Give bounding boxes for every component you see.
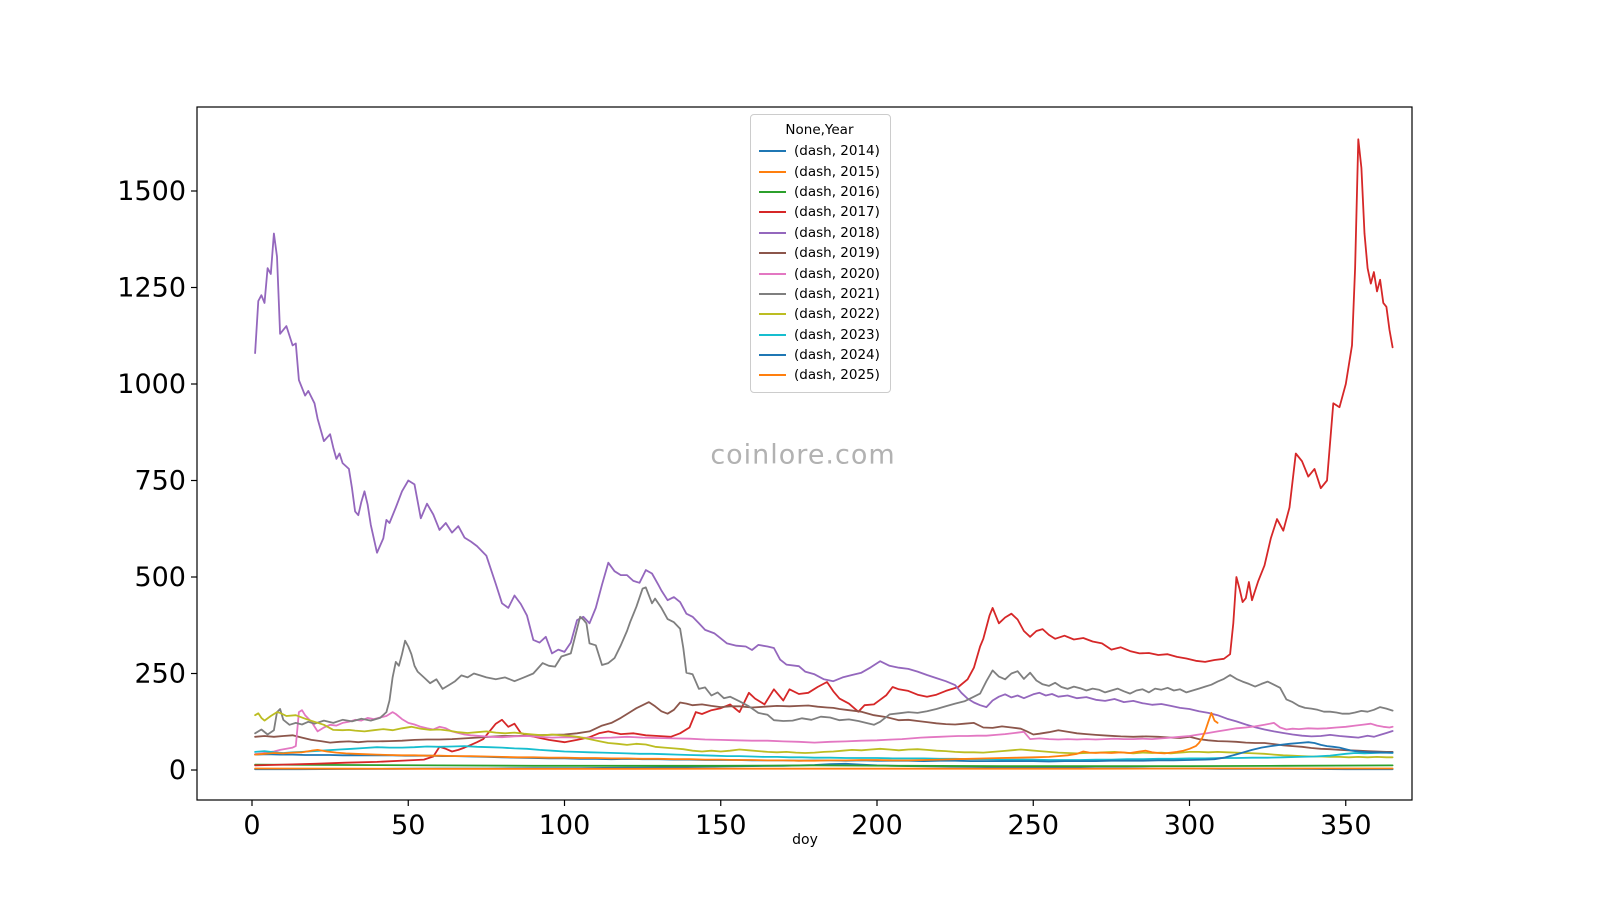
x-tick-label: 300 <box>1164 810 1216 841</box>
legend-entry-label: (dash, 2018) <box>794 224 880 241</box>
series-line-2021 <box>254 586 1394 736</box>
legend-entry-label: (dash, 2023) <box>794 326 880 343</box>
series-line-2017 <box>254 138 1394 767</box>
legend-entry-2022: (dash, 2022) <box>759 304 880 324</box>
series-line-2020 <box>254 709 1394 756</box>
legend-entry-2014: (dash, 2014) <box>759 141 880 161</box>
legend-line-swatch <box>759 211 786 214</box>
series-line-2016 <box>254 763 1394 767</box>
series-line-2022 <box>254 711 1394 759</box>
legend-entry-label: (dash, 2020) <box>794 265 880 282</box>
legend-entry-label: (dash, 2017) <box>794 204 880 221</box>
legend-entry-label: (dash, 2025) <box>794 367 880 384</box>
x-tick-label: 100 <box>539 810 591 841</box>
x-tick-label: 200 <box>851 810 903 841</box>
legend-entry-label: (dash, 2015) <box>794 163 880 180</box>
y-tick-label: 1000 <box>117 369 186 400</box>
legend-line-swatch <box>759 231 786 234</box>
legend-entry-2025: (dash, 2025) <box>759 365 880 385</box>
x-tick-label: 50 <box>391 810 425 841</box>
legend-line-swatch <box>759 374 786 377</box>
legend: None,Year (dash, 2014) (dash, 2015) (dash,… <box>750 114 891 393</box>
legend-line-swatch <box>759 292 786 295</box>
legend-entry-2015: (dash, 2015) <box>759 161 880 181</box>
legend-title: None,Year <box>785 122 854 138</box>
legend-entry-2019: (dash, 2019) <box>759 243 880 263</box>
series-line-2023 <box>254 745 1394 761</box>
legend-entry-label: (dash, 2024) <box>794 347 880 364</box>
legend-entry-2018: (dash, 2018) <box>759 223 880 243</box>
watermark: coinlore.com <box>710 439 896 471</box>
x-tick-label: 350 <box>1320 810 1372 841</box>
legend-rows: (dash, 2014) (dash, 2015) (dash, 2016) (das… <box>759 141 880 386</box>
legend-entry-label: (dash, 2016) <box>794 183 880 200</box>
legend-line-swatch <box>759 272 786 275</box>
legend-entry-2016: (dash, 2016) <box>759 182 880 202</box>
x-tick-label: 250 <box>1007 810 1059 841</box>
legend-entry-2020: (dash, 2020) <box>759 263 880 283</box>
legend-entry-label: (dash, 2022) <box>794 306 880 323</box>
legend-entry-label: (dash, 2014) <box>794 143 880 160</box>
y-tick-label: 0 <box>169 755 186 786</box>
legend-line-swatch <box>759 190 786 193</box>
legend-line-swatch <box>759 313 786 316</box>
legend-entry-label: (dash, 2019) <box>794 245 880 262</box>
legend-line-swatch <box>759 170 786 173</box>
x-tick-label: 0 <box>243 810 260 841</box>
legend-entry-2021: (dash, 2021) <box>759 284 880 304</box>
legend-entry-2017: (dash, 2017) <box>759 202 880 222</box>
y-tick-label: 1250 <box>117 272 186 303</box>
series-line-2025 <box>254 712 1219 762</box>
y-tick-label: 750 <box>134 466 186 497</box>
y-tick-label: 1500 <box>117 176 186 207</box>
legend-line-swatch <box>759 150 786 153</box>
plot-frame <box>196 106 1413 801</box>
x-axis-label: doy <box>792 832 818 848</box>
legend-entry-2024: (dash, 2024) <box>759 345 880 365</box>
y-tick-label: 250 <box>134 659 186 690</box>
series-line-2018 <box>254 232 1394 739</box>
x-tick-label: 150 <box>695 810 747 841</box>
legend-line-swatch <box>759 252 786 255</box>
legend-entry-2023: (dash, 2023) <box>759 325 880 345</box>
legend-line-swatch <box>759 333 786 336</box>
legend-line-swatch <box>759 354 786 357</box>
legend-entry-label: (dash, 2021) <box>794 285 880 302</box>
series-line-2019 <box>254 701 1394 753</box>
y-tick-label: 500 <box>134 562 186 593</box>
